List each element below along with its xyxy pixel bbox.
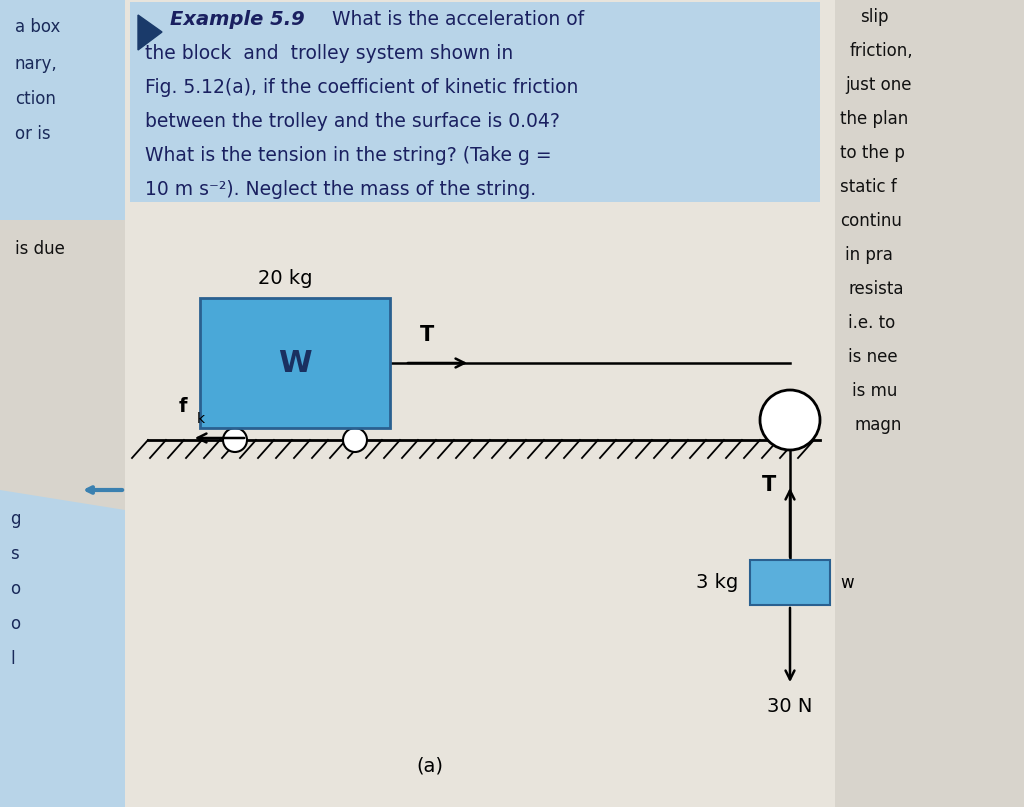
Text: l: l — [10, 650, 14, 668]
Text: (a): (a) — [417, 756, 443, 775]
Text: the block  and  trolley system shown in: the block and trolley system shown in — [145, 44, 513, 63]
Text: f: f — [178, 397, 187, 416]
Text: W: W — [279, 349, 312, 378]
Text: o: o — [10, 580, 20, 598]
Text: T: T — [420, 325, 434, 345]
Circle shape — [343, 428, 367, 452]
Polygon shape — [138, 15, 162, 50]
Text: w: w — [840, 574, 854, 592]
Text: or is: or is — [15, 125, 50, 143]
Text: in pra: in pra — [845, 246, 893, 264]
Text: just one: just one — [845, 76, 911, 94]
Bar — [130, 2, 820, 202]
Polygon shape — [0, 490, 125, 807]
Text: What is the acceleration of: What is the acceleration of — [319, 10, 584, 29]
Text: Example 5.9: Example 5.9 — [170, 10, 305, 29]
Circle shape — [760, 390, 820, 450]
Text: nary,: nary, — [15, 55, 57, 73]
Text: i.e. to: i.e. to — [848, 314, 895, 332]
Text: 10 m s⁻²). Neglect the mass of the string.: 10 m s⁻²). Neglect the mass of the strin… — [145, 180, 537, 199]
Text: is nee: is nee — [848, 348, 898, 366]
Circle shape — [223, 428, 247, 452]
Text: g: g — [10, 510, 20, 528]
Text: o: o — [10, 615, 20, 633]
Bar — [750, 560, 830, 605]
Bar — [200, 298, 390, 428]
Text: resista: resista — [848, 280, 903, 298]
Text: What is the tension in the string? (Take g =: What is the tension in the string? (Take… — [145, 146, 552, 165]
Text: is mu: is mu — [852, 382, 897, 400]
Text: k: k — [197, 412, 205, 426]
Text: is due: is due — [15, 240, 65, 258]
Text: ction: ction — [15, 90, 56, 108]
Text: friction,: friction, — [850, 42, 913, 60]
Text: continu: continu — [840, 212, 902, 230]
Text: the plan: the plan — [840, 110, 908, 128]
Text: T: T — [762, 475, 776, 495]
Text: magn: magn — [855, 416, 902, 434]
Text: a box: a box — [15, 18, 60, 36]
Text: slip: slip — [860, 8, 889, 26]
Text: 20 kg: 20 kg — [258, 269, 312, 288]
Text: static f: static f — [840, 178, 897, 196]
Text: 3 kg: 3 kg — [695, 573, 738, 592]
Text: s: s — [10, 545, 18, 563]
Text: Fig. 5.12(a), if the coefficient of kinetic friction: Fig. 5.12(a), if the coefficient of kine… — [145, 78, 579, 97]
Polygon shape — [0, 0, 125, 220]
Bar — [125, 0, 835, 807]
Text: to the p: to the p — [840, 144, 905, 162]
Text: between the trolley and the surface is 0.04?: between the trolley and the surface is 0… — [145, 112, 560, 131]
Text: 30 N: 30 N — [767, 697, 813, 716]
